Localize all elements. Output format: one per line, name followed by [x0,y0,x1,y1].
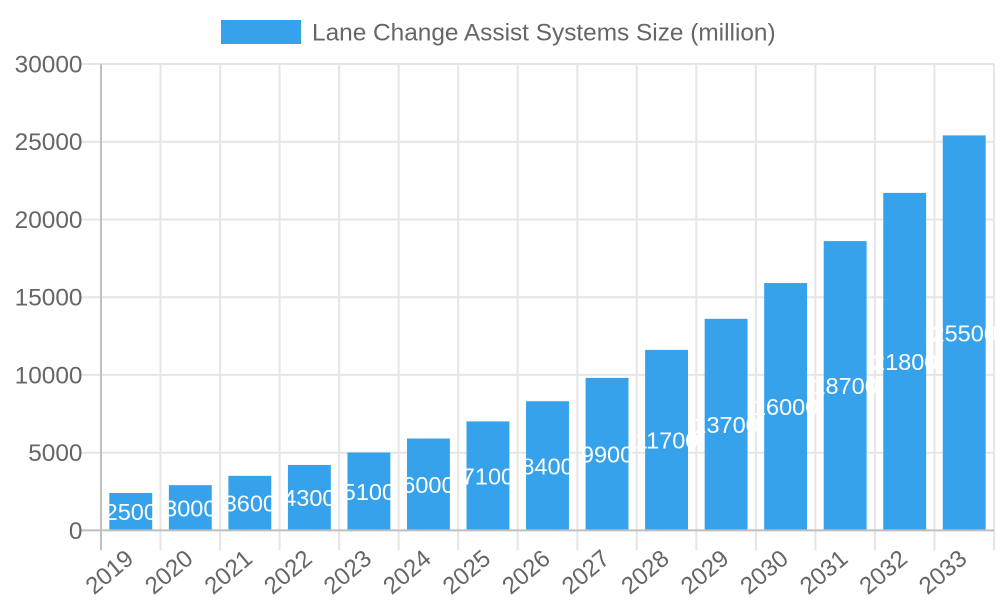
svg-text:30000: 30000 [15,51,83,78]
svg-text:13700: 13700 [693,412,758,438]
svg-text:8400: 8400 [521,453,573,479]
svg-text:16000: 16000 [753,394,818,420]
svg-text:4300: 4300 [283,485,335,511]
svg-text:2500: 2500 [105,499,157,525]
svg-text:11700: 11700 [635,428,699,454]
svg-text:20000: 20000 [15,207,83,234]
svg-text:25000: 25000 [15,129,83,156]
svg-text:5000: 5000 [28,440,82,467]
svg-text:5100: 5100 [343,479,395,505]
svg-text:0: 0 [69,518,83,545]
svg-text:3000: 3000 [164,495,216,521]
svg-text:25500: 25500 [932,320,997,346]
svg-text:18700: 18700 [812,373,877,399]
svg-text:9900: 9900 [581,442,633,468]
svg-text:15000: 15000 [15,285,83,312]
svg-text:3600: 3600 [224,491,276,517]
svg-text:21800: 21800 [872,349,937,375]
svg-text:7100: 7100 [462,463,514,489]
svg-text:10000: 10000 [15,362,83,389]
svg-text:Lane Change Assist Systems Siz: Lane Change Assist Systems Size (million… [312,19,776,46]
svg-text:6000: 6000 [402,472,454,498]
